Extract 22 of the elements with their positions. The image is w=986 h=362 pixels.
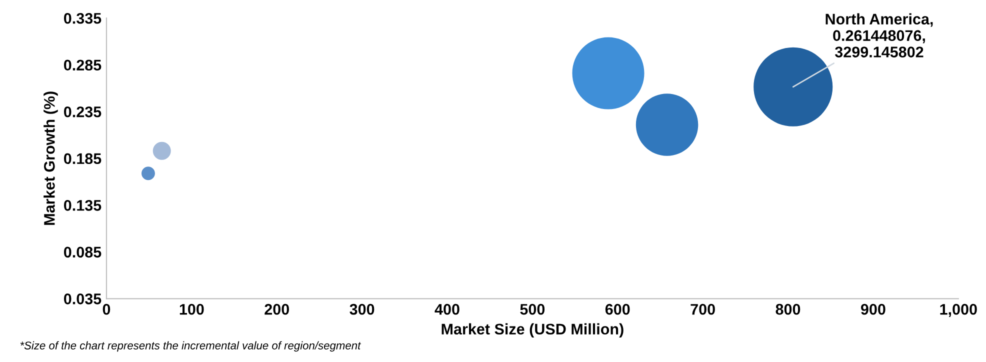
x-tick-label: 0 bbox=[102, 304, 110, 315]
y-tick-label: 0.285 bbox=[64, 60, 102, 71]
x-tick-label: 500 bbox=[520, 304, 545, 315]
y-tick-label: 0.235 bbox=[64, 106, 102, 118]
x-tick-label: 1,000 bbox=[940, 304, 977, 317]
x-tick-label: 200 bbox=[264, 304, 289, 315]
x-tick-label: 600 bbox=[605, 304, 630, 315]
x-tick-label: 400 bbox=[434, 304, 460, 315]
x-tick-label: 800 bbox=[776, 304, 800, 315]
y-tick-label: 0.185 bbox=[64, 153, 102, 164]
y-tick-label: 0.035 bbox=[64, 294, 102, 304]
y-tick-label: 0.335 bbox=[64, 12, 102, 24]
x-tick-label: 700 bbox=[690, 304, 715, 315]
x-tick-label: 100 bbox=[180, 304, 204, 315]
x-tick-label: 900 bbox=[860, 304, 886, 315]
y-axis-title: Market Growth (%) bbox=[44, 92, 58, 225]
y-tick-label: 0.135 bbox=[64, 200, 102, 211]
text: *Size of the chart represents the incremental value of region/segment bbox=[20, 341, 362, 352]
annotation: North America, 0.261448076, 3299.145802 bbox=[826, 13, 933, 58]
x-tick-label: 300 bbox=[350, 304, 374, 315]
x-axis-title: Market Size (USD Million) bbox=[442, 323, 624, 338]
y-tick-label: 0.085 bbox=[64, 246, 102, 258]
